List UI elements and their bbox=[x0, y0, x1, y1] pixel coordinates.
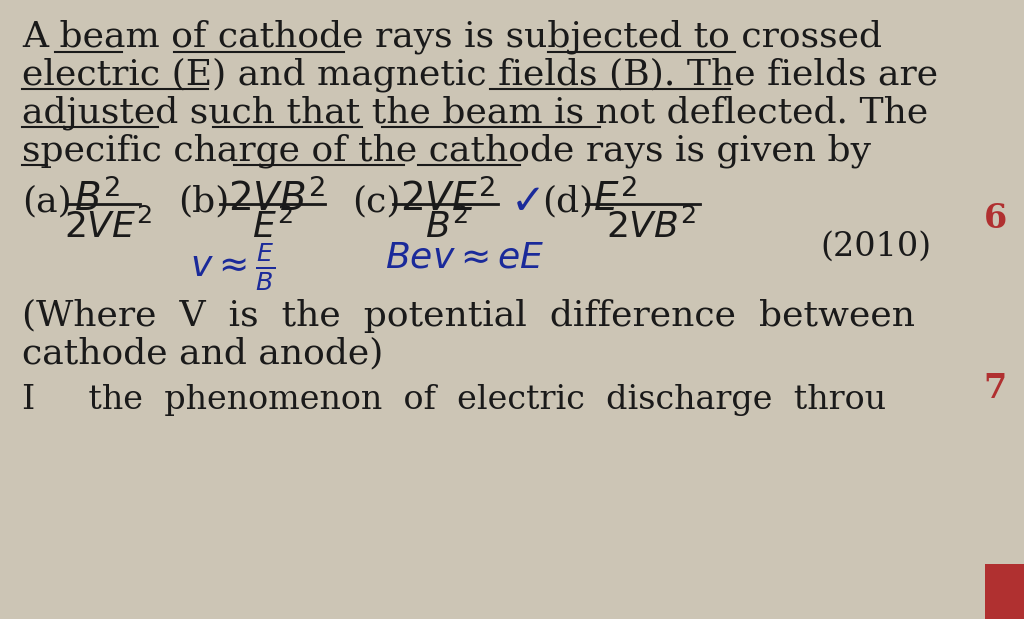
Text: $B^{2}$: $B^{2}$ bbox=[74, 179, 120, 219]
Text: $B^{2}$: $B^{2}$ bbox=[425, 209, 468, 245]
Text: 7: 7 bbox=[983, 373, 1007, 405]
Text: electric (E) and magnetic fields (B). The fields are: electric (E) and magnetic fields (B). Th… bbox=[22, 57, 938, 92]
Text: $2VB^{2}$: $2VB^{2}$ bbox=[228, 179, 326, 219]
Text: $2VE^{2}$: $2VE^{2}$ bbox=[400, 179, 496, 219]
Text: $E^{2}$: $E^{2}$ bbox=[252, 209, 293, 245]
Text: $2VE^{2}$: $2VE^{2}$ bbox=[63, 209, 153, 245]
Text: $E^{2}$: $E^{2}$ bbox=[593, 179, 637, 219]
Text: adjusted such that the beam is not deflected. The: adjusted such that the beam is not defle… bbox=[22, 95, 928, 129]
Text: $v\approx\frac{E}{B}$: $v\approx\frac{E}{B}$ bbox=[190, 241, 275, 293]
Text: I     the  phenomenon  of  electric  discharge  throu: I the phenomenon of electric discharge t… bbox=[22, 384, 886, 416]
Text: specific charge of the cathode rays is given by: specific charge of the cathode rays is g… bbox=[22, 133, 871, 168]
Text: (b): (b) bbox=[178, 184, 229, 218]
Bar bbox=[985, 564, 1024, 619]
Text: 6: 6 bbox=[983, 202, 1007, 235]
Text: $2VB^{2}$: $2VB^{2}$ bbox=[606, 209, 696, 245]
Text: (c): (c) bbox=[352, 184, 400, 218]
Text: cathode and anode): cathode and anode) bbox=[22, 336, 383, 370]
Text: $Bev\approx eE$: $Bev\approx eE$ bbox=[385, 241, 545, 275]
Text: (2010): (2010) bbox=[820, 231, 931, 263]
Text: $\checkmark$: $\checkmark$ bbox=[510, 179, 540, 221]
Text: A beam of cathode rays is subjected to crossed: A beam of cathode rays is subjected to c… bbox=[22, 19, 882, 53]
Text: (a): (a) bbox=[22, 184, 72, 218]
Text: (d): (d) bbox=[542, 184, 593, 218]
Text: (Where  V  is  the  potential  difference  between: (Where V is the potential difference bet… bbox=[22, 299, 915, 333]
